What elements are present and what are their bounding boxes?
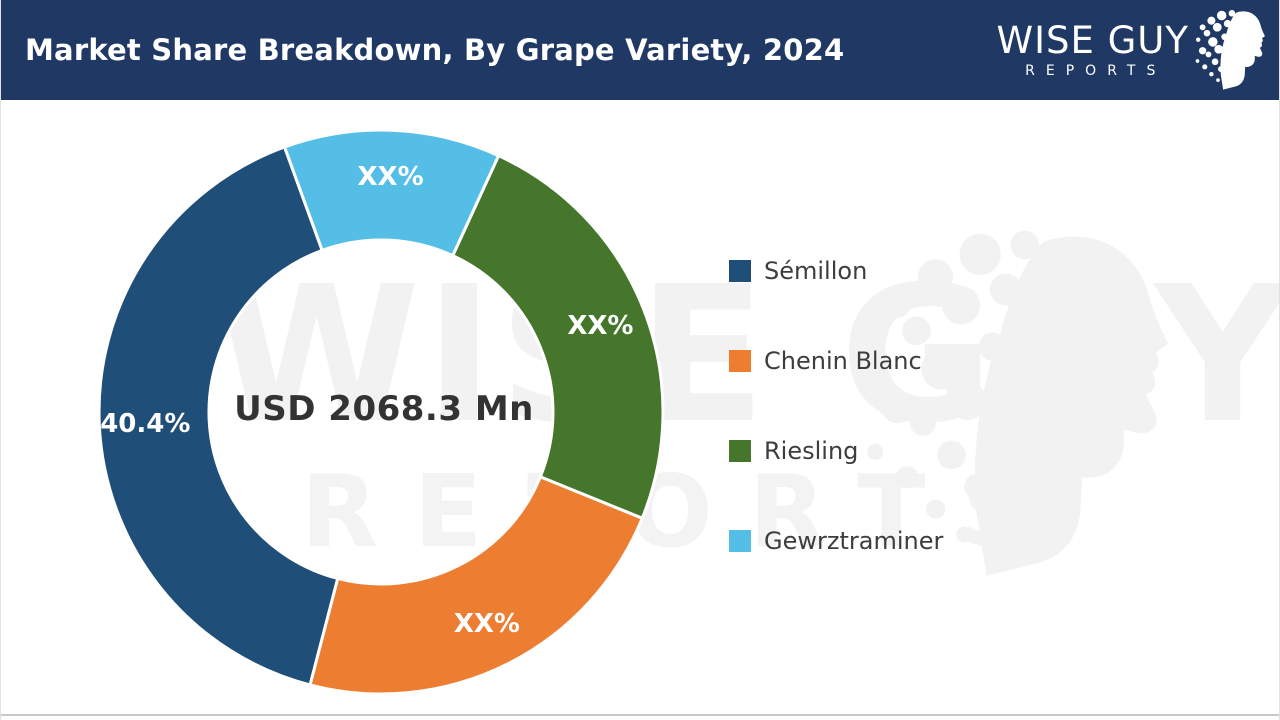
legend-label: Sémillon [764, 257, 868, 285]
legend-swatch [729, 260, 751, 282]
slice-label-gewrztraminer: XX% [358, 162, 424, 192]
legend-item-gewrztraminer: Gewrztraminer [729, 526, 943, 556]
slice-label-riesling: XX% [567, 311, 633, 341]
logo-head-icon [1191, 6, 1267, 94]
header-bar: Market Share Breakdown, By Grape Variety… [1, 0, 1279, 100]
donut-slice-gewrztraminer [283, 128, 501, 258]
logo-wordmark: WISE GUY [996, 18, 1189, 62]
chart-legend: Sémillon Chenin Blanc Riesling Gewrztram… [729, 256, 943, 556]
donut-slice-chenin-blanc [308, 475, 644, 696]
legend-label: Riesling [764, 437, 859, 465]
donut-slice-riesling [451, 154, 665, 520]
legend-label: Gewrztraminer [764, 527, 944, 555]
legend-label: Chenin Blanc [764, 347, 922, 375]
chart-center-value: USD 2068.3 Mn [234, 389, 534, 429]
logo-subtext: REPORTS [1025, 62, 1167, 79]
page-title: Market Share Breakdown, By Grape Variety… [25, 33, 845, 67]
legend-item-riesling: Riesling [729, 436, 943, 466]
logo-text: WISE GUY REPORTS [997, 22, 1189, 79]
wiseguy-logo: WISE GUY REPORTS [997, 6, 1267, 94]
donut-slice-s-millon [97, 145, 340, 687]
legend-swatch [729, 440, 751, 462]
legend-swatch [729, 350, 751, 372]
legend-item-s-millon: Sémillon [729, 256, 943, 286]
bottom-divider [1, 714, 1279, 716]
legend-item-chenin-blanc: Chenin Blanc [729, 346, 943, 376]
legend-swatch [729, 530, 751, 552]
slice-label-chenin-blanc: XX% [454, 609, 520, 639]
slice-label-s-millon: 40.4% [100, 409, 190, 439]
